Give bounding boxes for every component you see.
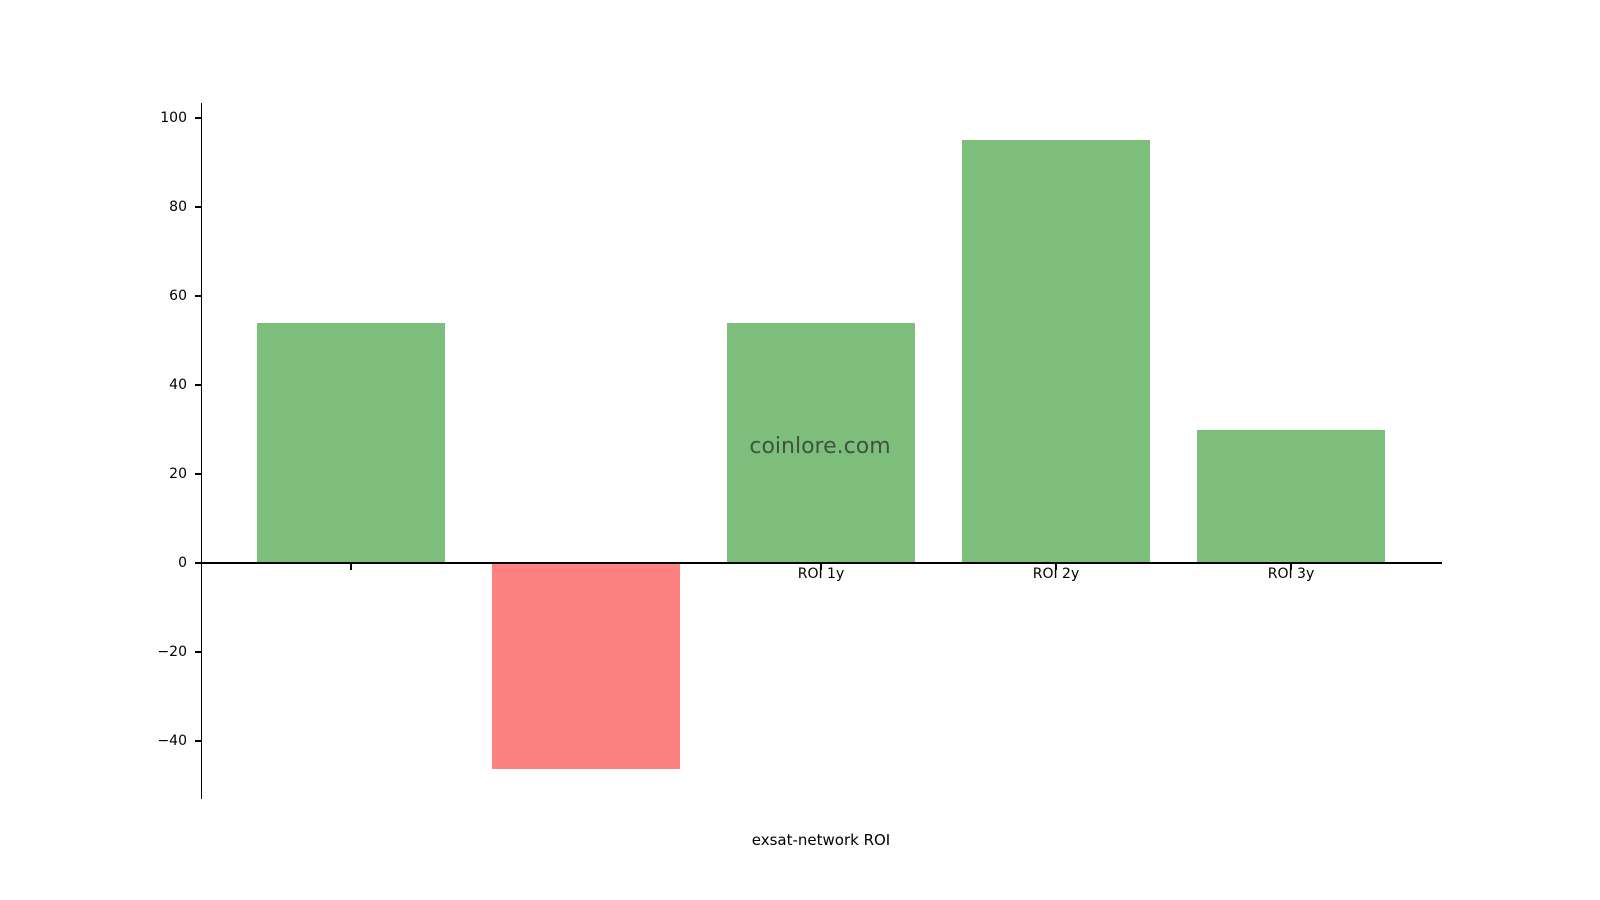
x-tick (820, 563, 822, 570)
y-tick (195, 295, 201, 297)
x-axis-zero-line (201, 562, 1442, 564)
y-tick (195, 384, 201, 386)
bar (257, 322, 445, 563)
y-tick-label: 40 (169, 377, 187, 393)
y-tick (195, 740, 201, 742)
y-tick (195, 117, 201, 119)
bar (962, 140, 1150, 563)
y-tick (195, 473, 201, 475)
x-tick (1290, 563, 1292, 570)
x-tick (1055, 563, 1057, 570)
y-tick-label: 100 (160, 110, 187, 126)
x-tick-label: ROI 2y (1032, 566, 1080, 582)
bar (492, 563, 680, 770)
y-tick (195, 651, 201, 653)
y-tick-label: 80 (169, 199, 187, 215)
y-tick-label: −40 (157, 733, 187, 749)
x-tick-label: ROI 1y (797, 566, 845, 582)
y-tick-label: 0 (178, 555, 187, 571)
y-axis-spine (200, 103, 202, 799)
y-tick (195, 562, 201, 564)
x-tick-label: ROI 3y (1267, 566, 1315, 582)
y-tick-label: 60 (169, 288, 187, 304)
watermark-text: coinlore.com (749, 434, 891, 459)
y-tick-label: −20 (157, 644, 187, 660)
bar (1197, 429, 1385, 563)
y-tick-label: 20 (169, 466, 187, 482)
chart-title: exsat-network ROI (751, 831, 891, 849)
bar (727, 322, 915, 563)
x-tick (350, 563, 352, 570)
y-tick (195, 206, 201, 208)
